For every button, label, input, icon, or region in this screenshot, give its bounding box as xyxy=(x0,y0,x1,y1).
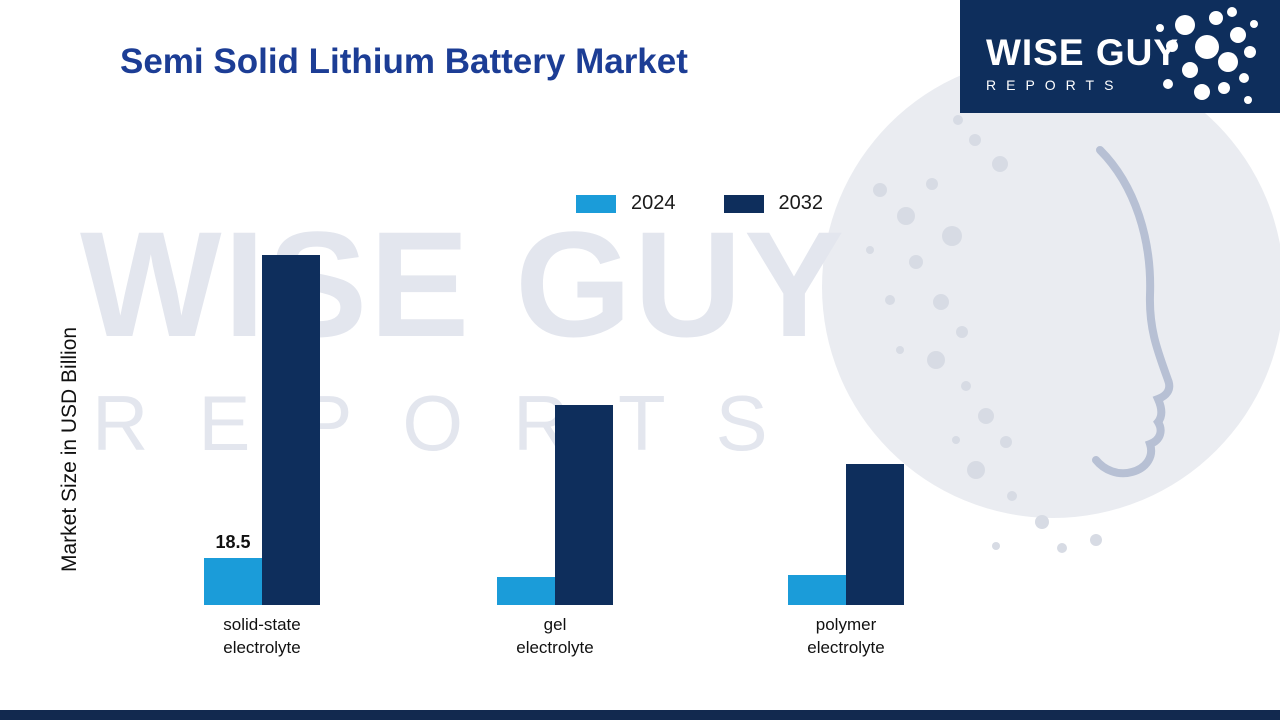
watermark-reports-text: REPORTS xyxy=(92,379,818,467)
brand-subtitle-text: REPORTS xyxy=(986,77,1124,93)
legend-swatch-2024-icon xyxy=(576,194,616,213)
bar-2024-gel-electrolyte xyxy=(497,577,555,605)
category-label: solid-state electrolyte xyxy=(223,615,301,657)
chart-title: Semi Solid Lithium Battery Market xyxy=(120,42,688,81)
bar-value-label: 18.5 xyxy=(215,532,251,552)
chart-legend: 2024 2032 xyxy=(576,192,823,215)
category-label: polymer electrolyte xyxy=(807,615,885,657)
legend-swatch-2032-icon xyxy=(723,194,764,213)
category-label: gel electrolyte xyxy=(516,615,594,657)
bar-2024-solid-state-electrolyte xyxy=(204,558,262,605)
legend-label-2032: 2032 xyxy=(778,192,824,214)
brand-logo-block: WISE GUY REPORTS xyxy=(960,0,1280,113)
watermark-brand-text: WISE GUY xyxy=(80,200,847,368)
footer-bar xyxy=(0,710,1280,720)
bar-2024-polymer-electrolyte xyxy=(788,575,846,605)
legend-item-2032: 2032 xyxy=(723,192,824,215)
bar-2032-solid-state-electrolyte xyxy=(262,255,320,605)
watermark-head-circle xyxy=(822,56,1280,518)
legend-label-2024: 2024 xyxy=(631,192,676,214)
brand-name-text: WISE GUY xyxy=(986,32,1180,73)
y-axis-label: Market Size in USD Billion xyxy=(58,326,81,572)
legend-item-2024: 2024 xyxy=(576,192,676,215)
bar-2032-polymer-electrolyte xyxy=(846,464,904,605)
bar-2032-gel-electrolyte xyxy=(555,405,613,605)
